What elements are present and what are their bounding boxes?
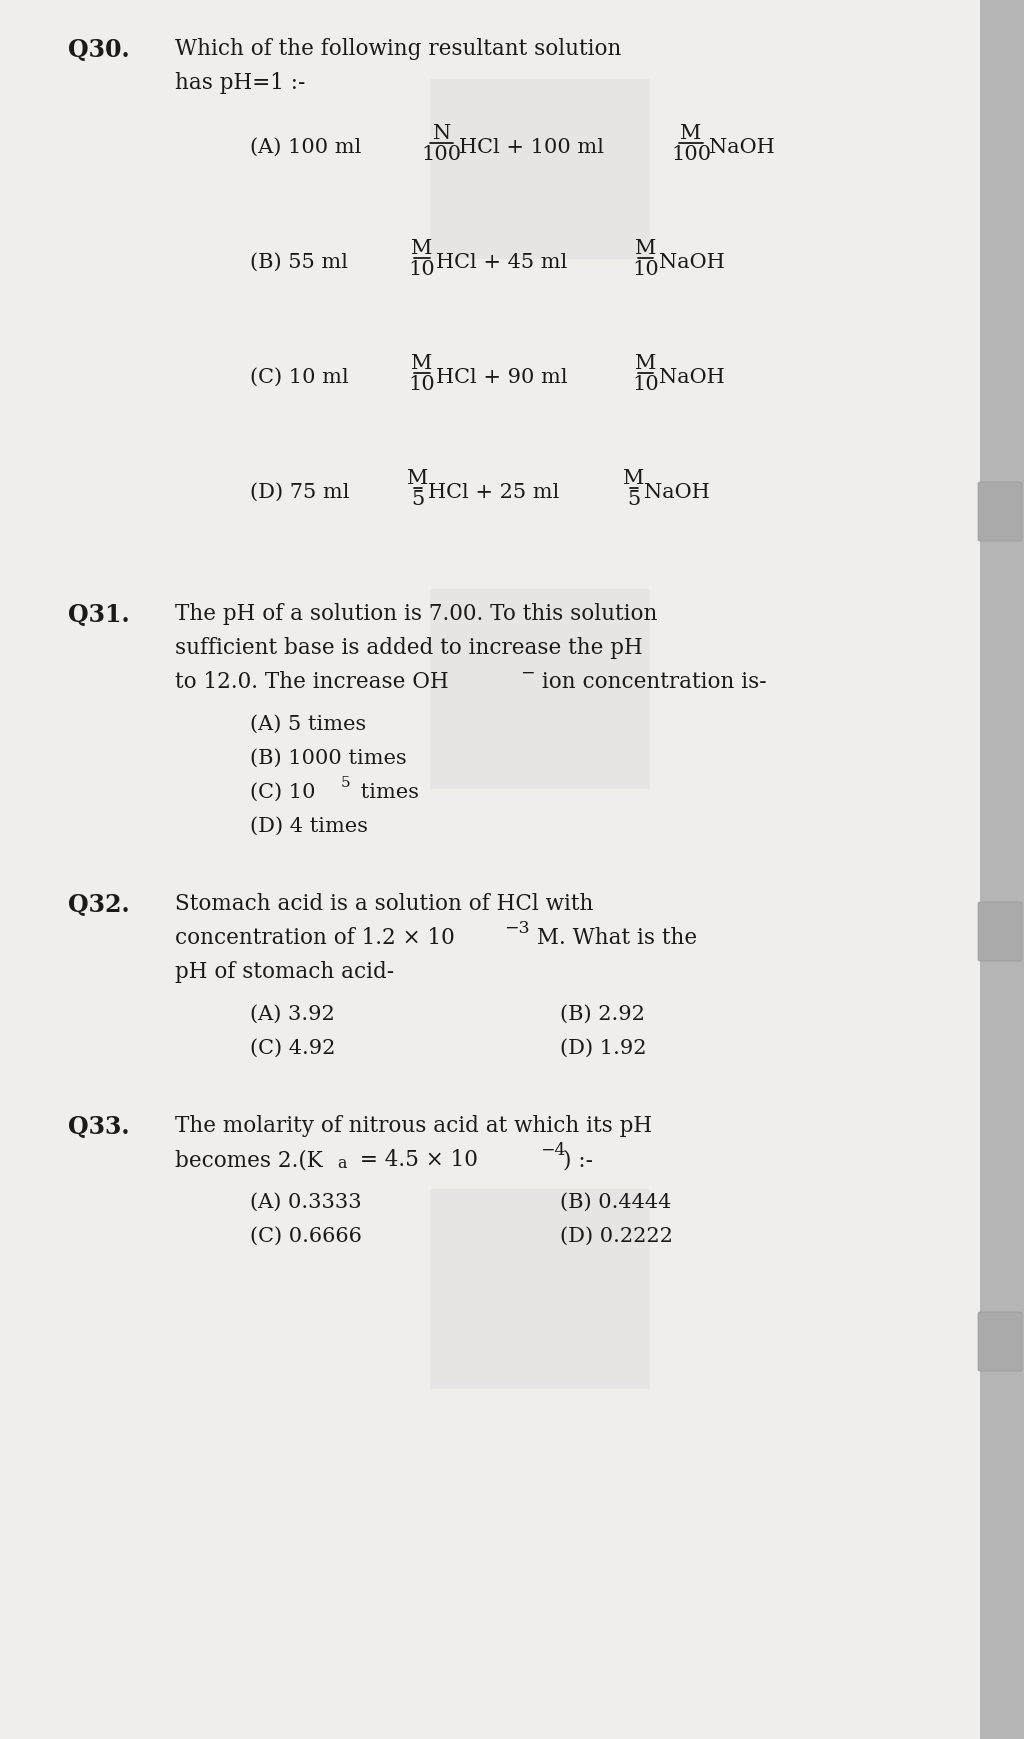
- Text: HCl + 100 ml: HCl + 100 ml: [460, 137, 604, 157]
- Bar: [430, 1189, 650, 1389]
- Text: 10: 10: [409, 374, 435, 393]
- Text: HCl + 25 ml: HCl + 25 ml: [428, 483, 559, 503]
- Text: M: M: [623, 468, 644, 487]
- Text: NaOH: NaOH: [644, 483, 710, 503]
- Text: NaOH: NaOH: [709, 137, 774, 157]
- Text: M: M: [412, 353, 432, 372]
- Text: 10: 10: [409, 259, 435, 278]
- Text: has pH=1 :-: has pH=1 :-: [175, 71, 305, 94]
- Text: (A) 5 times: (A) 5 times: [250, 715, 367, 734]
- Text: pH of stomach acid-: pH of stomach acid-: [175, 960, 394, 983]
- Text: M: M: [408, 468, 428, 487]
- Text: M: M: [635, 353, 656, 372]
- Text: Q33.: Q33.: [68, 1115, 129, 1139]
- Text: Q30.: Q30.: [68, 38, 130, 63]
- Text: 5: 5: [412, 489, 425, 508]
- Text: (B) 55 ml: (B) 55 ml: [250, 252, 348, 271]
- Text: (B) 0.4444: (B) 0.4444: [560, 1193, 672, 1212]
- Text: (A) 0.3333: (A) 0.3333: [250, 1193, 361, 1212]
- FancyBboxPatch shape: [978, 483, 1022, 541]
- Text: NaOH: NaOH: [659, 367, 725, 386]
- Text: (D) 4 times: (D) 4 times: [250, 817, 368, 835]
- Text: Q32.: Q32.: [68, 892, 130, 916]
- Text: 100: 100: [671, 144, 711, 163]
- Text: (C) 10 ml: (C) 10 ml: [250, 367, 349, 386]
- Text: = 4.5 × 10: = 4.5 × 10: [353, 1148, 478, 1170]
- Text: 100: 100: [422, 144, 462, 163]
- Text: M: M: [635, 238, 656, 257]
- Text: Q31.: Q31.: [68, 603, 130, 626]
- Text: becomes 2.(K: becomes 2.(K: [175, 1148, 323, 1170]
- FancyBboxPatch shape: [978, 903, 1022, 962]
- Text: −3: −3: [504, 920, 529, 937]
- Text: sufficient base is added to increase the pH: sufficient base is added to increase the…: [175, 636, 643, 659]
- Text: (B) 1000 times: (B) 1000 times: [250, 748, 407, 767]
- Text: ion concentration is-: ion concentration is-: [535, 671, 767, 692]
- Text: (C) 10: (C) 10: [250, 783, 315, 802]
- Text: Stomach acid is a solution of HCl with: Stomach acid is a solution of HCl with: [175, 892, 593, 915]
- Text: M: M: [681, 123, 701, 143]
- Text: HCl + 45 ml: HCl + 45 ml: [435, 252, 567, 271]
- Text: (B) 2.92: (B) 2.92: [560, 1005, 645, 1024]
- Text: (D) 75 ml: (D) 75 ml: [250, 483, 349, 503]
- Text: The pH of a solution is 7.00. To this solution: The pH of a solution is 7.00. To this so…: [175, 603, 657, 624]
- Text: NaOH: NaOH: [659, 252, 725, 271]
- Text: M. What is the: M. What is the: [530, 927, 697, 948]
- Text: (A) 3.92: (A) 3.92: [250, 1005, 335, 1024]
- Bar: [430, 590, 650, 790]
- Bar: [430, 80, 650, 259]
- Text: M: M: [412, 238, 432, 257]
- Text: (C) 0.6666: (C) 0.6666: [250, 1226, 361, 1245]
- FancyBboxPatch shape: [978, 1313, 1022, 1372]
- Text: 5: 5: [627, 489, 640, 508]
- Text: −: −: [520, 664, 535, 682]
- Text: to 12.0. The increase OH: to 12.0. The increase OH: [175, 671, 449, 692]
- Text: 5: 5: [341, 776, 350, 790]
- Text: The molarity of nitrous acid at which its pH: The molarity of nitrous acid at which it…: [175, 1115, 652, 1136]
- Text: ) :-: ) :-: [563, 1148, 593, 1170]
- Text: (A) 100 ml: (A) 100 ml: [250, 137, 361, 157]
- Text: (D) 1.92: (D) 1.92: [560, 1038, 646, 1057]
- Text: times: times: [354, 783, 419, 802]
- Text: HCl + 90 ml: HCl + 90 ml: [435, 367, 567, 386]
- Text: Which of the following resultant solution: Which of the following resultant solutio…: [175, 38, 622, 59]
- Bar: [980, 0, 1024, 1739]
- Text: N: N: [432, 123, 451, 143]
- Text: (C) 4.92: (C) 4.92: [250, 1038, 336, 1057]
- Text: a: a: [337, 1155, 346, 1172]
- Text: (D) 0.2222: (D) 0.2222: [560, 1226, 673, 1245]
- Text: concentration of 1.2 × 10: concentration of 1.2 × 10: [175, 927, 455, 948]
- Text: −4: −4: [540, 1141, 565, 1158]
- Text: 10: 10: [632, 374, 658, 393]
- Text: 10: 10: [632, 259, 658, 278]
